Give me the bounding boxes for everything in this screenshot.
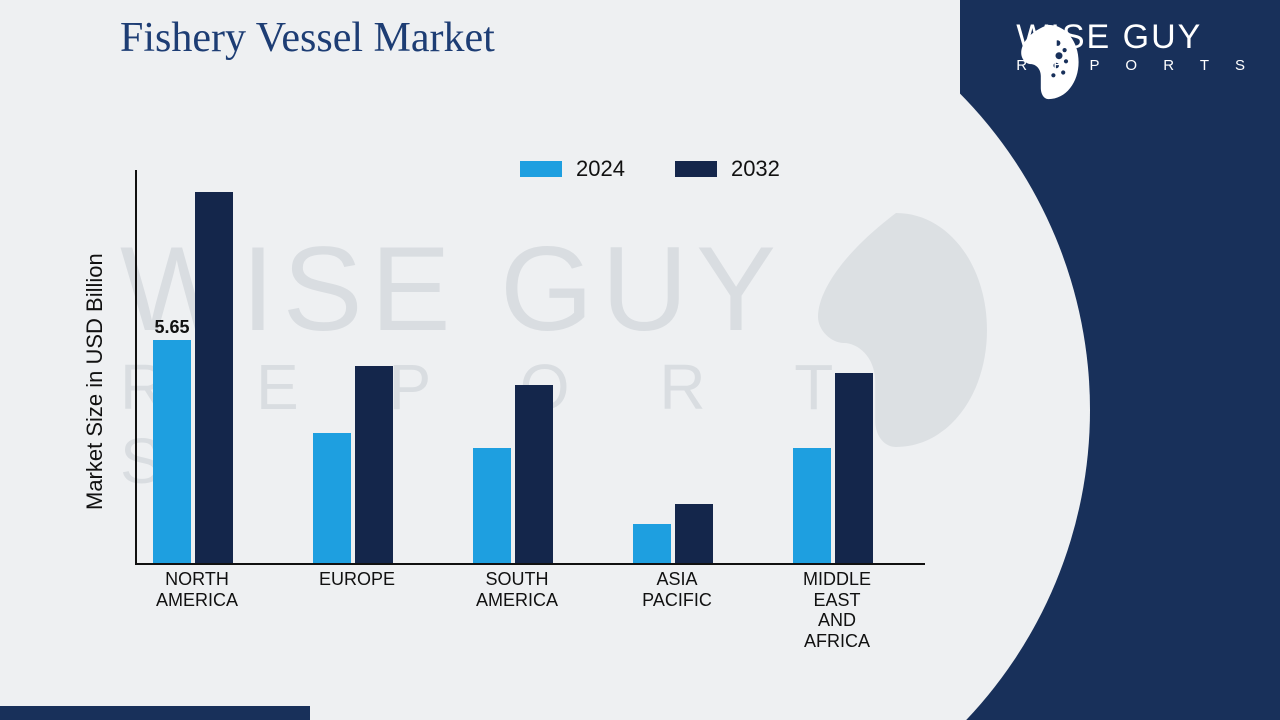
bar-2032 <box>195 192 233 563</box>
bar-2024 <box>473 448 511 563</box>
category-label: SOUTHAMERICA <box>452 563 582 610</box>
bar-2032 <box>515 385 553 563</box>
y-axis-label: Market Size in USD Billion <box>82 253 108 510</box>
bar-2024 <box>313 433 351 563</box>
brand-line2: R E P O R T S <box>1016 57 1256 74</box>
bar-2024 <box>633 524 671 564</box>
footer-accent-bar <box>0 706 310 720</box>
bar-value-label: 5.65 <box>154 317 189 338</box>
bar-2024 <box>793 448 831 563</box>
brand-line1: WISE GUY <box>1016 18 1256 57</box>
category-label: NORTHAMERICA <box>132 563 262 610</box>
brand-logo: WISE GUY R E P O R T S <box>1016 18 1256 74</box>
stage: WISE GUY R E P O R T S Fishery Vessel Ma… <box>0 0 1280 720</box>
category-label: ASIAPACIFIC <box>612 563 742 610</box>
bar-2032 <box>675 504 713 563</box>
chart-area: Market Size in USD Billion 5.65NORTHAMER… <box>40 140 940 700</box>
plot-area: 5.65NORTHAMERICAEUROPESOUTHAMERICAASIAPA… <box>135 170 925 565</box>
bar-2032 <box>355 366 393 564</box>
bar-2032 <box>835 373 873 563</box>
category-label: MIDDLEEASTANDAFRICA <box>772 563 902 652</box>
chart-title: Fishery Vessel Market <box>120 14 495 62</box>
category-label: EUROPE <box>292 563 422 590</box>
bar-2024 <box>153 340 191 563</box>
